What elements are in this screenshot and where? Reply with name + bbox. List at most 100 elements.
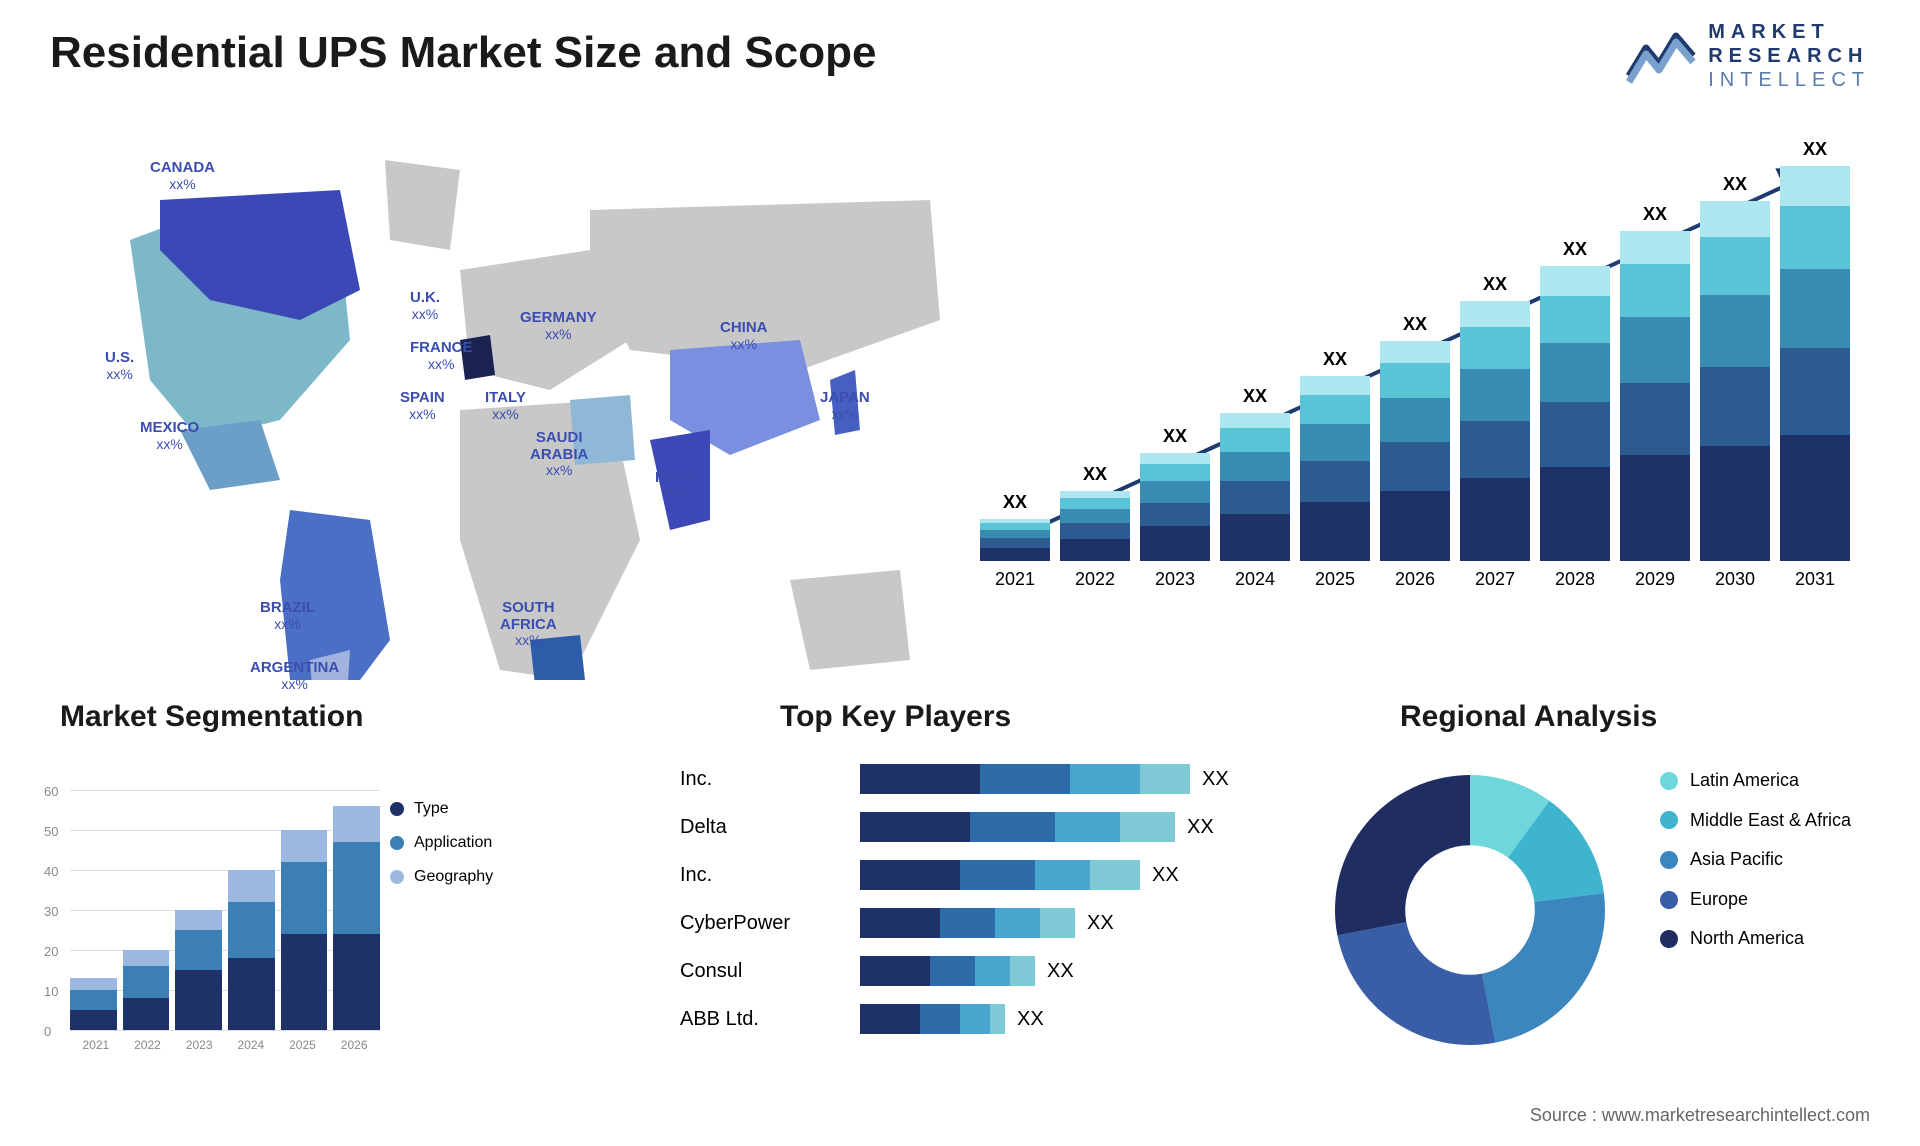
growth-value-label: XX	[1003, 492, 1027, 513]
brand-logo: MARKET RESEARCH INTELLECT	[1626, 20, 1870, 92]
player-segment	[930, 956, 975, 986]
seg-segment-geography	[175, 910, 222, 930]
map-label-saudi-arabia: SAUDIARABIAxx%	[530, 430, 588, 478]
growth-year-label: 2028	[1555, 569, 1595, 590]
seg-y-tick: 40	[44, 864, 58, 879]
player-segment	[980, 764, 1070, 794]
growth-segment	[1140, 503, 1210, 527]
seg-segment-geography	[228, 870, 275, 902]
growth-segment	[1620, 264, 1690, 317]
seg-year-label: 2026	[328, 1038, 380, 1052]
growth-segment	[1780, 435, 1850, 561]
map-label-u-s-: U.S.xx%	[105, 350, 134, 382]
player-value-label: XX	[1087, 912, 1114, 935]
growth-year-label: 2023	[1155, 569, 1195, 590]
regional-title: Regional Analysis	[1400, 700, 1657, 734]
player-segment	[860, 956, 930, 986]
seg-segment-application	[228, 902, 275, 958]
page-title: Residential UPS Market Size and Scope	[50, 28, 876, 78]
growth-segment	[1460, 301, 1530, 327]
player-segment	[960, 860, 1035, 890]
players-title: Top Key Players	[780, 700, 1011, 734]
growth-value-label: XX	[1163, 426, 1187, 447]
map-label-india: INDIAxx%	[655, 470, 696, 502]
player-value-label: XX	[1152, 864, 1179, 887]
player-bar	[860, 1004, 1005, 1034]
growth-segment	[1380, 341, 1450, 363]
growth-segment	[1700, 201, 1770, 237]
growth-segment	[1380, 363, 1450, 398]
map-label-canada: CANADAxx%	[150, 160, 215, 192]
seg-segment-application	[333, 842, 380, 934]
donut-svg	[1320, 760, 1620, 1060]
growth-column-2031: XX2031	[1780, 139, 1850, 590]
seg-y-tick: 30	[44, 904, 58, 919]
growth-segment	[980, 530, 1050, 538]
growth-segment	[1060, 491, 1130, 498]
donut-slice-asia-pacific	[1482, 893, 1605, 1043]
donut-legend-item-latin-america: Latin America	[1660, 770, 1880, 792]
regional-donut-chart: Latin AmericaMiddle East & AfricaAsia Pa…	[1320, 760, 1880, 1060]
growth-segment	[1140, 453, 1210, 464]
growth-column-2021: XX 2021	[980, 492, 1050, 590]
player-bar	[860, 956, 1035, 986]
growth-year-label: 2026	[1395, 569, 1435, 590]
growth-value-label: XX	[1243, 386, 1267, 407]
seg-column-2026	[333, 806, 380, 1030]
growth-year-label: 2031	[1795, 569, 1835, 590]
seg-segment-geography	[123, 950, 170, 966]
seg-year-label: 2022	[122, 1038, 174, 1052]
seg-y-tick: 0	[44, 1024, 51, 1039]
player-segment	[860, 812, 970, 842]
seg-segment-type	[228, 958, 275, 1030]
growth-column-2023: XX 2023	[1140, 426, 1210, 590]
donut-legend-item-asia-pacific: Asia Pacific	[1660, 849, 1880, 871]
growth-segment	[980, 523, 1050, 530]
seg-year-label: 2021	[70, 1038, 122, 1052]
player-segment	[1070, 764, 1140, 794]
seg-segment-type	[333, 934, 380, 1030]
player-row-cyberpower: CyberPowerXX	[680, 904, 1300, 942]
growth-segment	[1780, 206, 1850, 269]
player-segment	[860, 908, 940, 938]
player-row-consul: ConsulXX	[680, 952, 1300, 990]
seg-segment-application	[123, 966, 170, 998]
growth-segment	[1540, 343, 1610, 402]
growth-year-label: 2021	[995, 569, 1035, 590]
map-label-italy: ITALYxx%	[485, 390, 526, 422]
growth-segment	[1780, 269, 1850, 348]
seg-segment-geography	[281, 830, 328, 862]
seg-segment-type	[175, 970, 222, 1030]
growth-year-label: 2027	[1475, 569, 1515, 590]
seg-segment-geography	[333, 806, 380, 842]
seg-y-tick: 50	[44, 824, 58, 839]
growth-column-2024: XX2024	[1220, 386, 1290, 590]
growth-segment	[1780, 348, 1850, 435]
seg-column-2025	[281, 830, 328, 1030]
segmentation-chart: 0102030405060 202120222023202420252026 T…	[40, 760, 520, 1060]
growth-segment	[1300, 395, 1370, 425]
map-label-spain: SPAINxx%	[400, 390, 445, 422]
growth-segment	[1060, 498, 1130, 509]
player-value-label: XX	[1187, 816, 1214, 839]
seg-year-label: 2025	[277, 1038, 329, 1052]
player-row-abb-ltd-: ABB Ltd.XX	[680, 1000, 1300, 1038]
player-value-label: XX	[1202, 768, 1229, 791]
player-row-inc-: Inc.XX	[680, 760, 1300, 798]
map-label-u-k-: U.K.xx%	[410, 290, 440, 322]
growth-value-label: XX	[1403, 314, 1427, 335]
growth-segment	[1700, 367, 1770, 446]
growth-value-label: XX	[1723, 174, 1747, 195]
seg-year-label: 2023	[173, 1038, 225, 1052]
players-chart: Inc.XXDeltaXXInc.XXCyberPowerXXConsulXXA…	[680, 760, 1300, 1060]
player-segment	[1010, 956, 1035, 986]
growth-year-label: 2029	[1635, 569, 1675, 590]
seg-y-tick: 60	[44, 784, 58, 799]
donut-legend-item-europe: Europe	[1660, 889, 1880, 911]
growth-year-label: 2030	[1715, 569, 1755, 590]
donut-slice-europe	[1337, 922, 1495, 1045]
growth-segment	[1460, 421, 1530, 478]
player-value-label: XX	[1047, 960, 1074, 983]
growth-column-2029: XX2029	[1620, 204, 1690, 590]
player-segment	[990, 1004, 1005, 1034]
